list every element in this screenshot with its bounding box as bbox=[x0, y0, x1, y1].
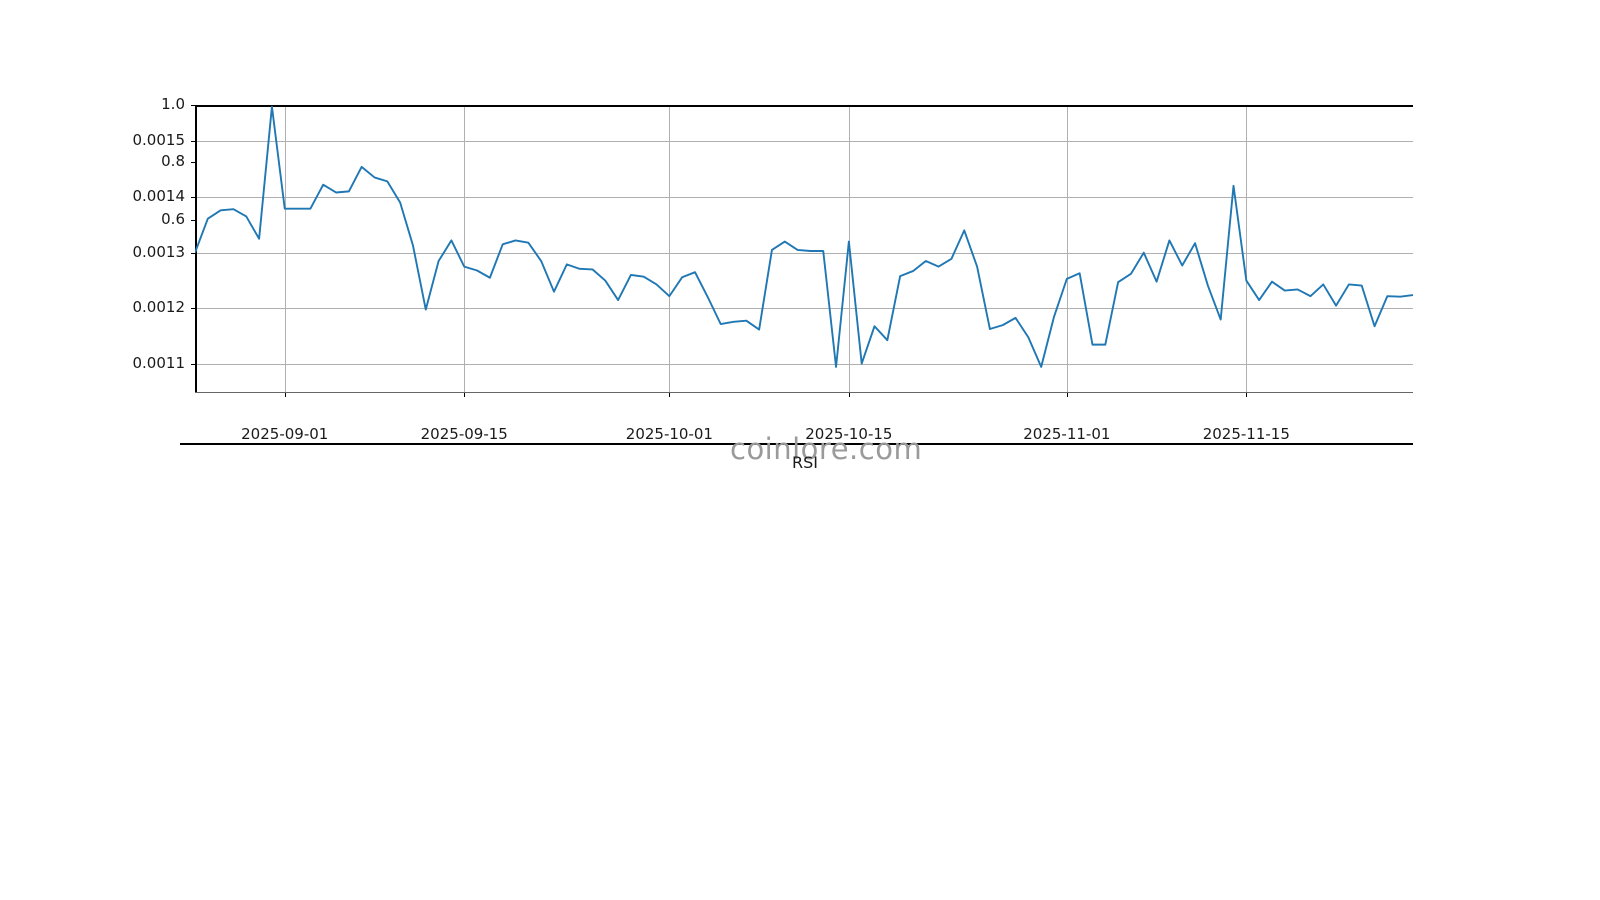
price-gridline-h bbox=[195, 141, 1413, 143]
price-ytick-mark bbox=[191, 252, 195, 254]
rsi-chart-title: RSI bbox=[792, 453, 818, 472]
price-ytick-secondary-label: 1.0 bbox=[161, 95, 185, 113]
price-xtick-mark bbox=[1246, 392, 1248, 397]
price-ytick-mark bbox=[191, 219, 195, 221]
price-axis-bottom bbox=[195, 392, 1413, 393]
price-gridline-v bbox=[1066, 105, 1068, 392]
price-xtick-label: 2025-11-01 bbox=[1023, 425, 1111, 443]
price-ytick-mark bbox=[191, 162, 195, 164]
price-gridline-v bbox=[1246, 105, 1248, 392]
price-xtick-label: 2025-10-15 bbox=[805, 425, 893, 443]
price-ytick-label: 0.0012 bbox=[132, 298, 186, 317]
coinlore-watermark: coinlore.com bbox=[730, 432, 923, 466]
price-gridline-h bbox=[195, 364, 1413, 366]
price-gridline-h bbox=[195, 252, 1413, 254]
price-ytick-mark bbox=[191, 196, 195, 198]
price-ytick-label: 0.0015 bbox=[132, 131, 186, 150]
price-panel-bottom-rule bbox=[180, 443, 1413, 445]
price-ytick-mark bbox=[191, 141, 195, 143]
price-gridline-v bbox=[464, 105, 466, 392]
price-gridline-h bbox=[195, 308, 1413, 310]
price-ytick-mark bbox=[191, 364, 195, 366]
price-xtick-mark bbox=[669, 392, 671, 397]
price-xtick-label: 2025-09-15 bbox=[420, 425, 508, 443]
price-xtick-mark bbox=[464, 392, 466, 397]
price-xtick-label: 2025-11-15 bbox=[1202, 425, 1290, 443]
price-plot-area bbox=[195, 105, 1413, 392]
price-xtick-mark bbox=[284, 392, 286, 397]
price-ytick-mark bbox=[191, 308, 195, 310]
price-ytick-secondary-label: 0.8 bbox=[161, 152, 185, 171]
price-ytick-secondary-label: 0.6 bbox=[161, 209, 185, 228]
price-xtick-mark bbox=[848, 392, 850, 397]
price-xtick-mark bbox=[1066, 392, 1068, 397]
price-ytick-label: 0.0014 bbox=[132, 186, 186, 205]
price-xtick-label: 2025-09-01 bbox=[241, 425, 329, 443]
price-axis-top bbox=[195, 105, 1413, 107]
price-gridline-v bbox=[284, 105, 286, 392]
price-gridline-v bbox=[669, 105, 671, 392]
price-gridline-h bbox=[195, 196, 1413, 198]
price-ytick-mark bbox=[191, 105, 195, 106]
price-ytick-label: 0.0011 bbox=[132, 354, 186, 373]
price-ytick-label: 0.0013 bbox=[132, 242, 186, 261]
price-close-line bbox=[195, 105, 1413, 368]
price-xtick-label: 2025-10-01 bbox=[625, 425, 713, 443]
